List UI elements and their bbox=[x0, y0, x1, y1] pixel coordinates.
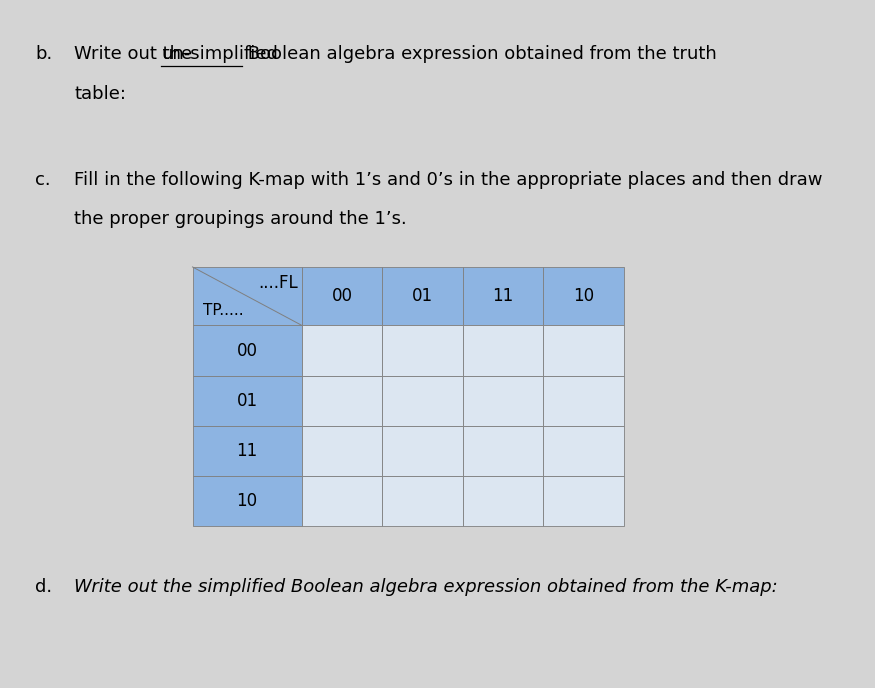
Bar bbox=[302, 376, 382, 426]
Bar bbox=[382, 267, 463, 325]
Bar bbox=[302, 426, 382, 476]
Bar bbox=[192, 325, 302, 376]
Bar bbox=[463, 325, 543, 376]
Text: Fill in the following K-map with 1’s and 0’s in the appropriate places and then : Fill in the following K-map with 1’s and… bbox=[74, 171, 822, 189]
Text: 10: 10 bbox=[236, 492, 258, 510]
Text: the proper groupings around the 1’s.: the proper groupings around the 1’s. bbox=[74, 210, 407, 228]
Bar bbox=[463, 426, 543, 476]
Bar bbox=[463, 376, 543, 426]
Text: b.: b. bbox=[35, 45, 52, 63]
Text: Write out the simplified Boolean algebra expression obtained from the K-map:: Write out the simplified Boolean algebra… bbox=[74, 578, 778, 596]
Text: 00: 00 bbox=[332, 287, 353, 305]
Text: Write out the: Write out the bbox=[74, 45, 199, 63]
Bar bbox=[302, 267, 382, 325]
Bar bbox=[302, 476, 382, 526]
Text: 10: 10 bbox=[573, 287, 594, 305]
Bar bbox=[382, 376, 463, 426]
Bar bbox=[543, 426, 624, 476]
Bar bbox=[192, 376, 302, 426]
Text: d.: d. bbox=[35, 578, 52, 596]
Bar bbox=[543, 325, 624, 376]
Text: 01: 01 bbox=[236, 391, 258, 410]
Bar bbox=[302, 325, 382, 376]
Bar bbox=[463, 267, 543, 325]
Bar bbox=[543, 476, 624, 526]
Bar bbox=[192, 426, 302, 476]
Bar bbox=[463, 476, 543, 526]
Bar bbox=[543, 267, 624, 325]
Bar bbox=[192, 267, 302, 325]
Text: 11: 11 bbox=[236, 442, 258, 460]
Text: c.: c. bbox=[35, 171, 51, 189]
Text: TP.....: TP..... bbox=[203, 303, 243, 319]
Bar bbox=[382, 325, 463, 376]
Text: 01: 01 bbox=[412, 287, 433, 305]
Text: 00: 00 bbox=[236, 341, 258, 360]
Bar bbox=[543, 376, 624, 426]
Bar bbox=[192, 476, 302, 526]
Bar bbox=[382, 476, 463, 526]
Text: un-simplified: un-simplified bbox=[161, 45, 278, 63]
Bar bbox=[382, 426, 463, 476]
Text: ....FL: ....FL bbox=[258, 275, 298, 292]
Text: 11: 11 bbox=[493, 287, 514, 305]
Text: Boolean algebra expression obtained from the truth: Boolean algebra expression obtained from… bbox=[242, 45, 717, 63]
Text: table:: table: bbox=[74, 85, 126, 103]
